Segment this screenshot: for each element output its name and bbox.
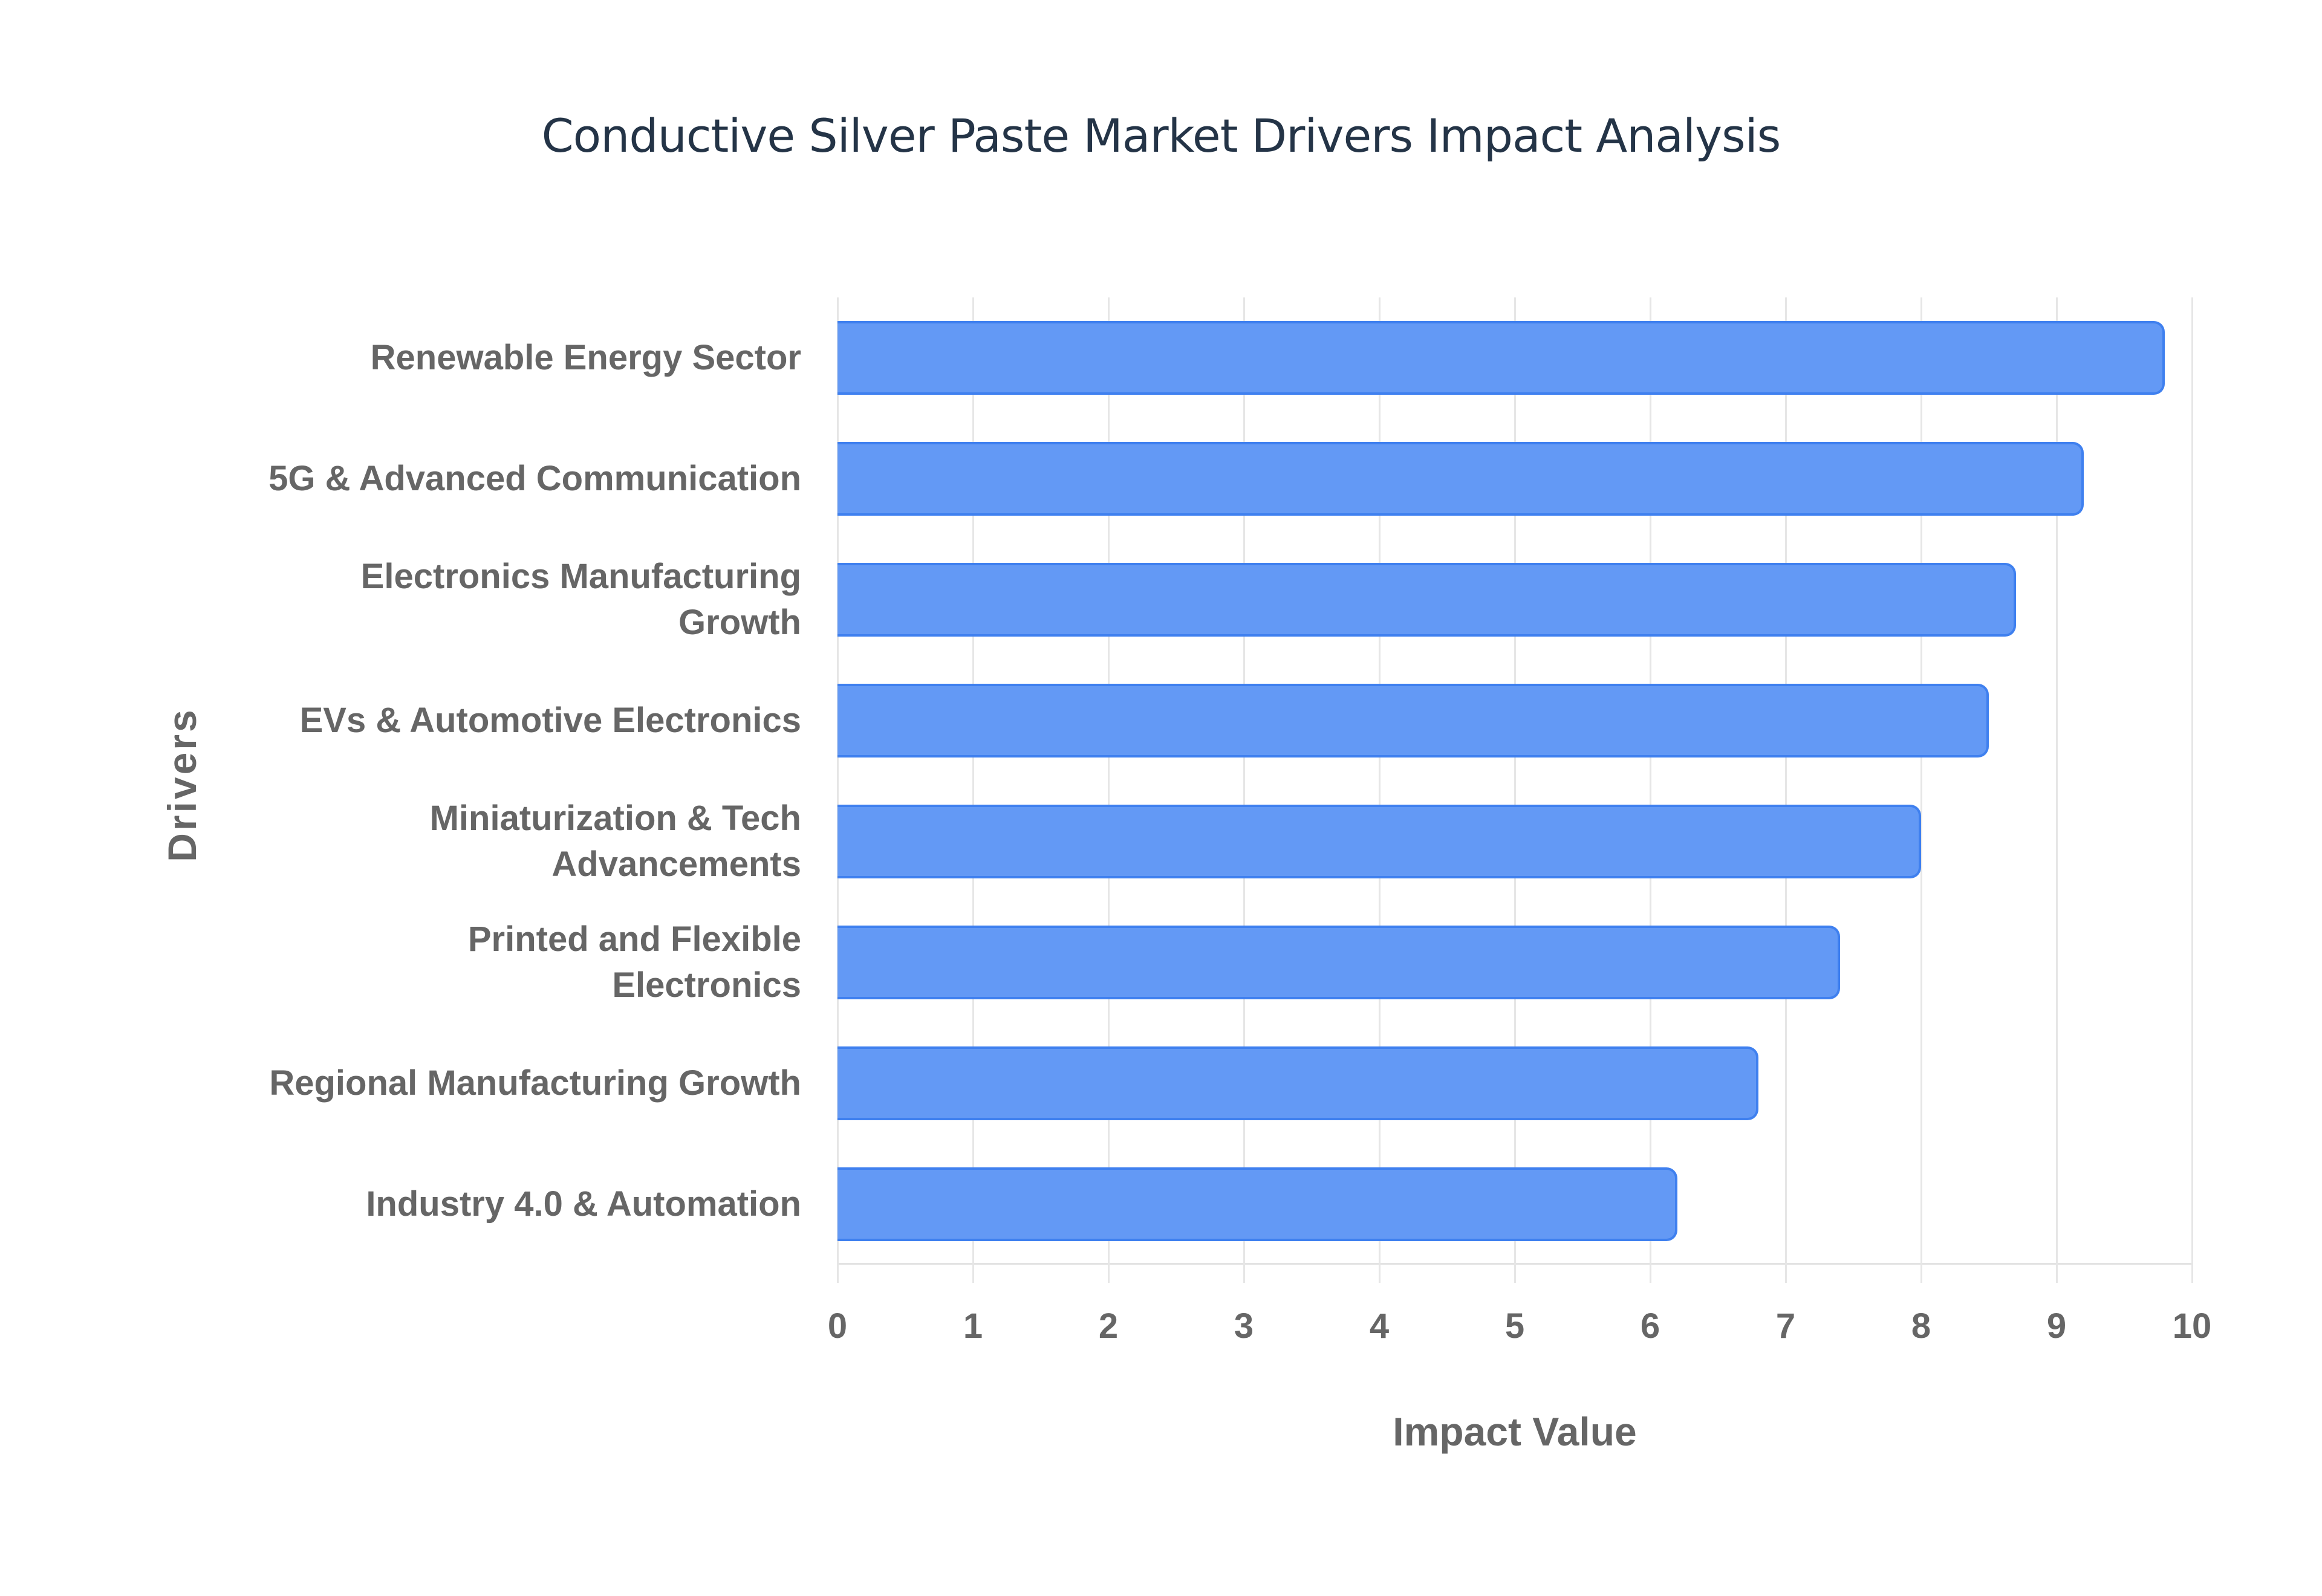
- y-category-label: Industry 4.0 & Automation: [366, 1184, 801, 1224]
- chart-title: Conductive Silver Paste Market Drivers I…: [541, 109, 1781, 163]
- y-category-label: Miniaturization & Tech Advancements: [429, 799, 801, 884]
- y-category-label: 5G & Advanced Communication: [268, 459, 801, 498]
- bar[interactable]: [837, 321, 2165, 395]
- bar[interactable]: [837, 563, 2016, 637]
- gridline: [1920, 297, 1922, 1283]
- bar[interactable]: [837, 442, 2084, 516]
- x-tick-label: 4: [1369, 1306, 1390, 1346]
- bar[interactable]: [837, 1167, 1677, 1241]
- y-category-label: EVs & Automotive Electronics: [299, 701, 801, 740]
- x-tick-label: 6: [1640, 1306, 1660, 1346]
- bar[interactable]: [837, 805, 1921, 878]
- x-tick-label: 5: [1504, 1306, 1525, 1346]
- gridline: [1379, 297, 1381, 1283]
- gridline: [2191, 297, 2193, 1283]
- x-tick-label: 2: [1098, 1306, 1119, 1346]
- gridline: [2056, 297, 2058, 1283]
- plot-area: [837, 297, 2193, 1283]
- x-tick-label: 3: [1234, 1306, 1254, 1346]
- x-axis-title: Impact Value: [1393, 1409, 1637, 1454]
- gridline: [1514, 297, 1516, 1283]
- bar[interactable]: [837, 1046, 1759, 1120]
- y-category-label: Regional Manufacturing Growth: [269, 1063, 801, 1103]
- y-category-label: Renewable Energy Sector: [370, 338, 801, 377]
- gridline: [1650, 297, 1651, 1283]
- gridline: [1108, 297, 1110, 1283]
- x-tick-label: 10: [2172, 1306, 2212, 1346]
- gridline: [972, 297, 974, 1283]
- gridline: [1243, 297, 1245, 1283]
- x-tick-label: 1: [963, 1306, 983, 1346]
- gridline: [1785, 297, 1787, 1283]
- x-tick-label: 8: [1911, 1306, 1931, 1346]
- gridline: [837, 297, 839, 1283]
- y-category-label: Electronics Manufacturing Growth: [360, 557, 801, 642]
- bar[interactable]: [837, 926, 1840, 999]
- y-category-label: Printed and Flexible Electronics: [467, 920, 801, 1005]
- x-tick-label: 7: [1775, 1306, 1796, 1346]
- x-tick-label: 9: [2046, 1306, 2067, 1346]
- bar[interactable]: [837, 684, 1989, 757]
- x-tick-label: 0: [827, 1306, 848, 1346]
